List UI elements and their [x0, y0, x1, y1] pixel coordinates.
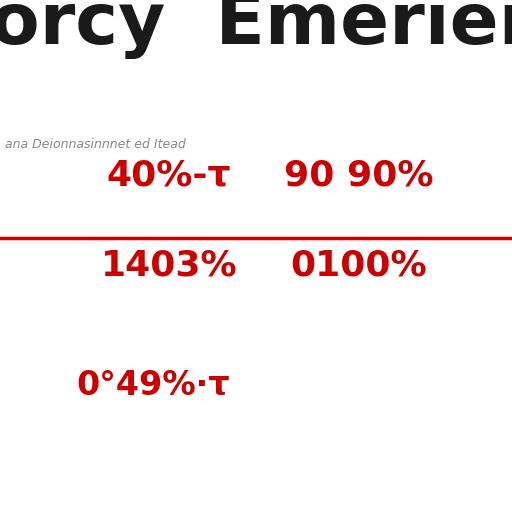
Text: 1403%: 1403%	[101, 248, 237, 282]
Text: 0°49%·τ: 0°49%·τ	[77, 369, 230, 401]
Text: 90 90%: 90 90%	[284, 158, 433, 192]
Text: 40%-τ: 40%-τ	[106, 158, 231, 192]
Text: 0100%: 0100%	[290, 248, 426, 282]
Text: orcy  Emerienty  Enery: orcy Emerienty Enery	[0, 0, 512, 59]
Text: ana Deionnasinnnet ed Itead: ana Deionnasinnnet ed Itead	[5, 138, 186, 151]
